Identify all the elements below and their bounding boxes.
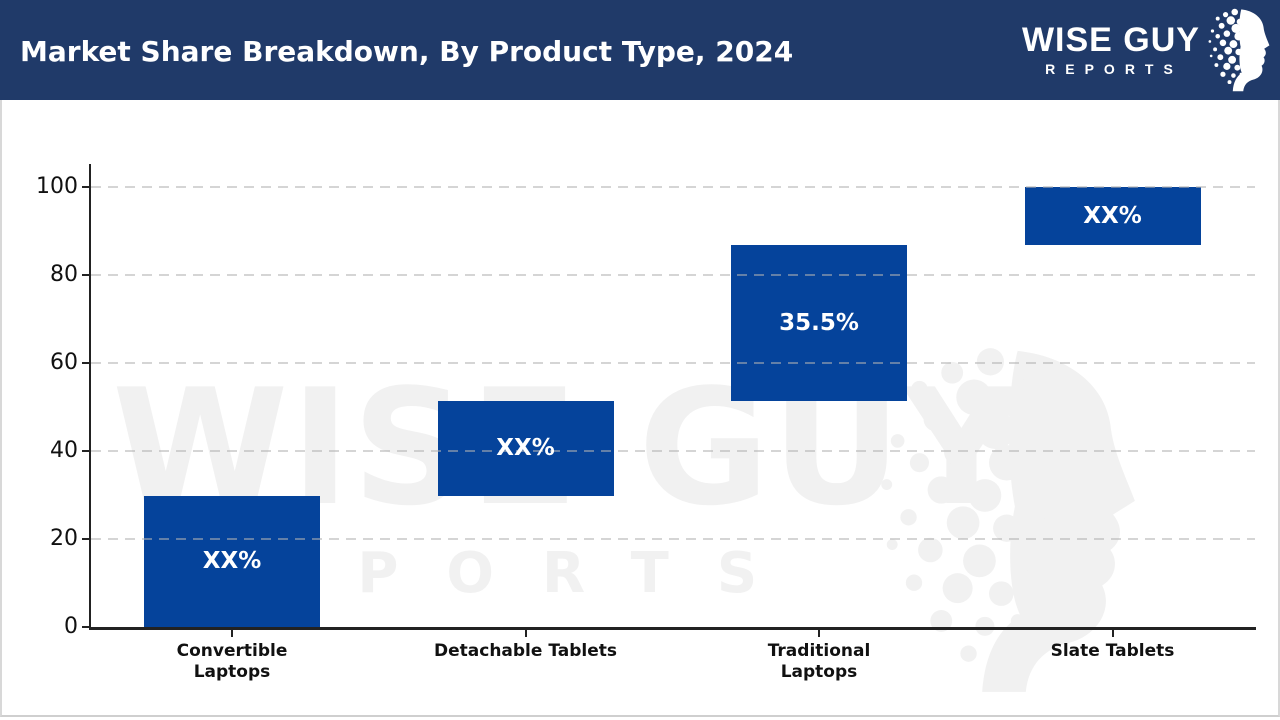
y-tick-label: 100	[36, 174, 78, 199]
x-axis-line	[89, 627, 1256, 630]
bar-segment	[144, 495, 320, 627]
plot-area: XX% Convertible Laptops XX% Detachable Table…	[2, 100, 1278, 715]
logo-wordmark: WISE GUY	[1021, 21, 1200, 60]
y-tick-mark	[82, 274, 90, 276]
logo-subtext: REPORTS	[1045, 60, 1183, 77]
gridline	[91, 538, 1255, 540]
bar-value-label: XX%	[202, 548, 262, 575]
chart-canvas: WISE GUY REPORTS XX% Convertible Laptops XX…	[0, 100, 1280, 717]
x-tick-mark	[231, 629, 233, 637]
y-tick-mark	[82, 626, 90, 628]
x-category-label: Convertible Laptops	[176, 641, 288, 683]
y-tick-label: 40	[50, 438, 78, 463]
bar-value-label: 35.5%	[779, 309, 859, 336]
chart-title: Market Share Breakdown, By Product Type,…	[20, 35, 794, 68]
x-tick-mark	[1111, 629, 1114, 637]
y-tick-label: 60	[50, 350, 78, 375]
header-bar: Market Share Breakdown, By Product Type,…	[0, 0, 1280, 100]
y-tick-mark	[82, 362, 90, 364]
x-category-label: Slate Tablets	[1050, 641, 1175, 661]
wise-guy-logo: WISE GUY REPORTS	[1022, 4, 1274, 96]
gridline	[91, 450, 1255, 452]
logo-text: WISE GUY REPORTS	[1021, 21, 1200, 77]
x-tick-mark	[524, 629, 527, 637]
bar-segment	[1024, 187, 1201, 245]
gridline	[91, 274, 1255, 276]
x-category-label: Traditional Laptops	[767, 641, 871, 683]
y-tick-mark	[82, 450, 90, 452]
y-axis-line	[89, 164, 91, 630]
gridline	[91, 362, 1255, 364]
x-tick-mark	[818, 629, 820, 637]
y-tick-mark	[82, 186, 90, 188]
bar-value-label: XX%	[496, 435, 555, 462]
gridline	[91, 186, 1255, 188]
dot-face-logo-icon	[1208, 8, 1270, 92]
x-category-label: Detachable Tablets	[434, 641, 617, 661]
bar-value-label: XX%	[1083, 202, 1142, 229]
y-tick-label: 20	[50, 526, 78, 551]
y-tick-mark	[82, 538, 90, 540]
y-tick-label: 80	[50, 262, 78, 287]
y-tick-label: 0	[64, 614, 78, 639]
bar-segment	[731, 244, 907, 401]
bar-segment	[437, 400, 614, 496]
